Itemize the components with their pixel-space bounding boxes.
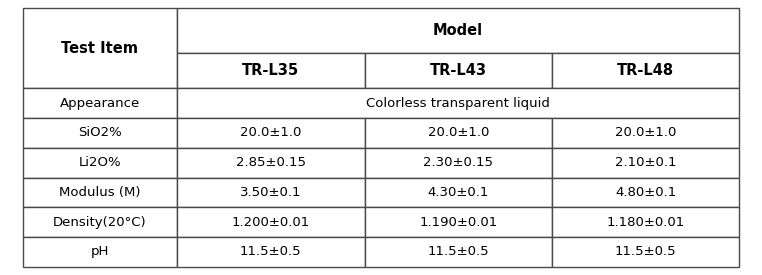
Bar [364,53,552,88]
Text: pH: pH [91,245,109,258]
Bar [23,237,177,267]
Text: Model: Model [433,23,483,38]
Bar [23,207,177,237]
Text: TR-L35: TR-L35 [242,64,299,78]
Text: 11.5±0.5: 11.5±0.5 [427,245,489,258]
Text: 11.5±0.5: 11.5±0.5 [240,245,302,258]
Text: Density(20°C): Density(20°C) [53,216,146,229]
Bar [177,178,364,207]
Bar [364,178,552,207]
Bar [177,53,364,88]
Bar [552,53,739,88]
Text: TR-L43: TR-L43 [430,64,487,78]
Text: Appearance: Appearance [59,97,140,110]
Bar [177,118,364,148]
Bar [364,237,552,267]
Text: 11.5±0.5: 11.5±0.5 [615,245,677,258]
Text: TR-L48: TR-L48 [617,64,674,78]
Text: 1.180±0.01: 1.180±0.01 [607,216,685,229]
Bar [23,118,177,148]
Text: 4.30±0.1: 4.30±0.1 [427,186,489,199]
Text: Li2O%: Li2O% [78,156,121,169]
Text: 4.80±0.1: 4.80±0.1 [615,186,677,199]
Bar [552,237,739,267]
Bar [364,148,552,178]
Bar [552,178,739,207]
Bar [177,237,364,267]
Bar [177,8,739,53]
Text: 3.50±0.1: 3.50±0.1 [240,186,302,199]
Text: Test Item: Test Item [62,41,139,56]
Text: 20.0±1.0: 20.0±1.0 [240,126,302,139]
Bar [364,118,552,148]
Bar [364,207,552,237]
Bar [23,148,177,178]
Text: 20.0±1.0: 20.0±1.0 [427,126,489,139]
Bar [552,148,739,178]
Text: 2.10±0.1: 2.10±0.1 [615,156,677,169]
Bar [552,118,739,148]
Text: 2.30±0.15: 2.30±0.15 [424,156,493,169]
Bar [23,8,177,88]
Text: SiO2%: SiO2% [78,126,122,139]
Bar [552,207,739,237]
Bar [177,88,739,118]
Text: Colorless transparent liquid: Colorless transparent liquid [366,97,550,110]
Text: 1.190±0.01: 1.190±0.01 [419,216,498,229]
Text: 2.85±0.15: 2.85±0.15 [235,156,306,169]
Bar [23,178,177,207]
Bar [23,88,177,118]
Bar [177,148,364,178]
Text: 20.0±1.0: 20.0±1.0 [615,126,677,139]
Text: 1.200±0.01: 1.200±0.01 [232,216,310,229]
Bar [177,207,364,237]
Text: Modulus (M): Modulus (M) [59,186,141,199]
